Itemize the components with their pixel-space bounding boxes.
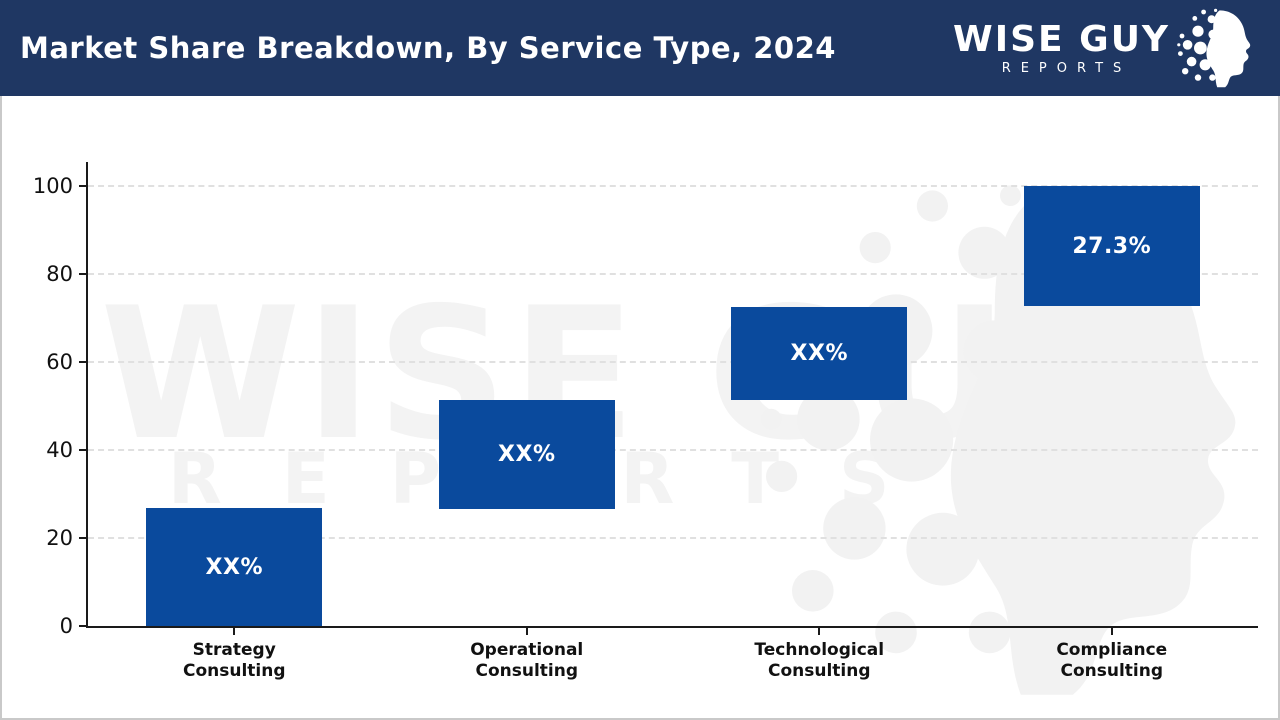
bar-operational-consulting: XX% — [438, 399, 615, 510]
y-tick-label: 0 — [59, 614, 73, 638]
x-tick-technological-consulting — [818, 628, 821, 635]
bar-value-label: 27.3% — [1072, 233, 1152, 259]
gridline-80 — [88, 273, 1258, 275]
x-axis-line — [86, 626, 1258, 628]
bar-value-label: XX% — [498, 442, 556, 468]
bar-value-label: XX% — [205, 554, 263, 580]
y-tick-100 — [79, 185, 88, 187]
y-tick-60 — [79, 361, 88, 363]
logo-text: WISE GUY REPORTS — [952, 18, 1170, 76]
x-tick-compliance-consulting — [1110, 628, 1113, 635]
bar-technological-consulting: XX% — [731, 307, 908, 400]
y-tick-label: 20 — [46, 526, 73, 550]
gridline-60 — [88, 361, 1258, 363]
x-tick-operational-consulting — [525, 628, 528, 635]
bar-strategy-consulting: XX% — [146, 508, 323, 626]
y-axis-line — [86, 162, 88, 628]
y-tick-label: 80 — [46, 262, 73, 286]
page-title: Market Share Breakdown, By Service Type,… — [20, 31, 836, 65]
y-tick-80 — [79, 273, 88, 275]
gridline-100 — [88, 185, 1258, 187]
x-category-label-operational-consulting: Operational Consulting — [470, 640, 584, 681]
gridline-20 — [88, 537, 1258, 539]
y-tick-label: 60 — [46, 350, 73, 374]
dotted-head-profile-icon — [1174, 6, 1254, 90]
y-tick-0 — [79, 625, 88, 627]
y-tick-label: 40 — [46, 438, 73, 462]
logo-subtitle: REPORTS — [1001, 60, 1132, 76]
x-category-label-strategy-consulting: Strategy Consulting — [182, 640, 286, 681]
bar-value-label: XX% — [790, 340, 848, 366]
x-category-label-compliance-consulting: Compliance Consulting — [1056, 640, 1168, 681]
header-bar: Market Share Breakdown, By Service Type,… — [0, 0, 1280, 96]
bar-compliance-consulting: 27.3% — [1023, 186, 1200, 307]
y-tick-40 — [79, 449, 88, 451]
wise-guy-reports-logo: WISE GUY REPORTS — [953, 6, 1254, 90]
gridline-40 — [88, 449, 1258, 451]
y-tick-label: 100 — [32, 174, 73, 198]
x-category-label-technological-consulting: Technological Consulting — [754, 640, 885, 681]
x-tick-strategy-consulting — [233, 628, 236, 635]
y-tick-20 — [79, 537, 88, 539]
logo-wordmark: WISE GUY — [952, 18, 1170, 60]
